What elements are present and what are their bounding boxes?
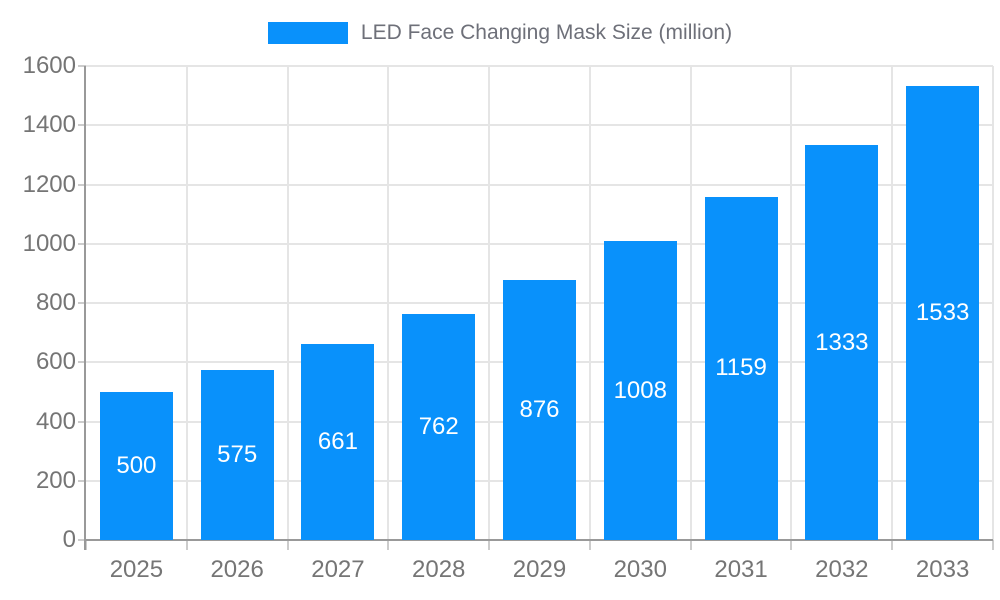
x-tick-label: 2028 (412, 556, 466, 583)
bar-value-label: 1008 (613, 376, 667, 404)
y-tick-label: 200 (35, 466, 76, 494)
y-tick-label: 400 (35, 407, 76, 435)
y-tick-label: 800 (35, 289, 76, 316)
legend-item[interactable]: LED Face Changing Mask Size (million) (267, 20, 733, 46)
y-axis-line (84, 66, 86, 550)
y-axis-tick (78, 302, 86, 304)
x-gridline (689, 66, 692, 540)
x-tick-label: 2025 (109, 556, 164, 583)
y-axis-tick (78, 183, 86, 186)
x-axis-tick (387, 540, 390, 550)
x-axis-tick (588, 540, 591, 550)
y-gridline (86, 242, 993, 245)
x-gridline (387, 66, 390, 540)
y-axis-tick (78, 361, 86, 364)
x-tick-label: 2030 (613, 556, 667, 583)
x-axis-tick (992, 540, 994, 550)
y-axis-tick (78, 242, 86, 245)
bar-value-label: 661 (317, 428, 358, 456)
y-axis-tick (78, 65, 86, 67)
bar-value-label: 500 (116, 451, 157, 479)
x-axis-tick (689, 540, 692, 550)
x-gridline (286, 66, 289, 540)
x-gridline (992, 66, 994, 540)
x-gridline (790, 66, 793, 540)
x-tick-label: 2026 (210, 556, 264, 583)
x-axis-tick (891, 540, 894, 550)
y-tick-label: 1400 (22, 111, 76, 139)
y-gridline (86, 65, 993, 67)
x-tick-label: 2029 (512, 556, 567, 583)
y-tick-label: 1600 (22, 52, 76, 79)
x-tick-label: 2031 (714, 556, 768, 583)
bar-value-label: 1333 (815, 328, 869, 356)
x-tick-label: 2032 (815, 556, 869, 583)
x-axis-tick (85, 540, 87, 550)
bar[interactable] (906, 85, 980, 540)
bar[interactable] (402, 314, 476, 540)
y-gridline (86, 124, 993, 127)
bar-value-label: 762 (418, 413, 459, 441)
y-tick-label: 600 (35, 348, 76, 376)
x-gridline (588, 66, 591, 540)
y-axis-tick (78, 539, 86, 541)
bar-value-label: 575 (217, 440, 258, 468)
bar[interactable] (503, 280, 576, 540)
bar-value-label: 1159 (715, 354, 767, 382)
x-gridline (891, 66, 894, 540)
legend-swatch (267, 22, 348, 44)
bar[interactable] (99, 391, 173, 540)
x-axis-tick (185, 540, 188, 550)
bar[interactable] (704, 196, 778, 540)
bar[interactable] (200, 369, 274, 540)
x-tick-label: 2033 (915, 556, 970, 583)
x-axis-tick (790, 540, 793, 550)
y-axis-tick (78, 124, 86, 127)
y-tick-label: 1000 (22, 229, 76, 257)
y-axis-tick (78, 479, 86, 482)
x-gridline (185, 66, 188, 540)
bar[interactable] (603, 241, 677, 540)
x-axis-tick (286, 540, 289, 550)
x-axis-line (84, 539, 993, 541)
x-axis-tick (488, 540, 491, 550)
bar-value-label: 1533 (915, 298, 970, 326)
legend-label: LED Face Changing Mask Size (million) (360, 21, 733, 44)
bar[interactable] (805, 145, 879, 540)
y-tick-label: 0 (62, 526, 76, 553)
bar-value-label: 876 (519, 396, 560, 424)
y-axis-tick (78, 420, 86, 423)
x-tick-label: 2027 (311, 556, 365, 583)
y-tick-label: 1200 (22, 170, 76, 198)
x-gridline (488, 66, 491, 540)
y-gridline (86, 183, 993, 186)
bar[interactable] (301, 344, 375, 540)
legend: LED Face Changing Mask Size (million) (0, 20, 1000, 46)
